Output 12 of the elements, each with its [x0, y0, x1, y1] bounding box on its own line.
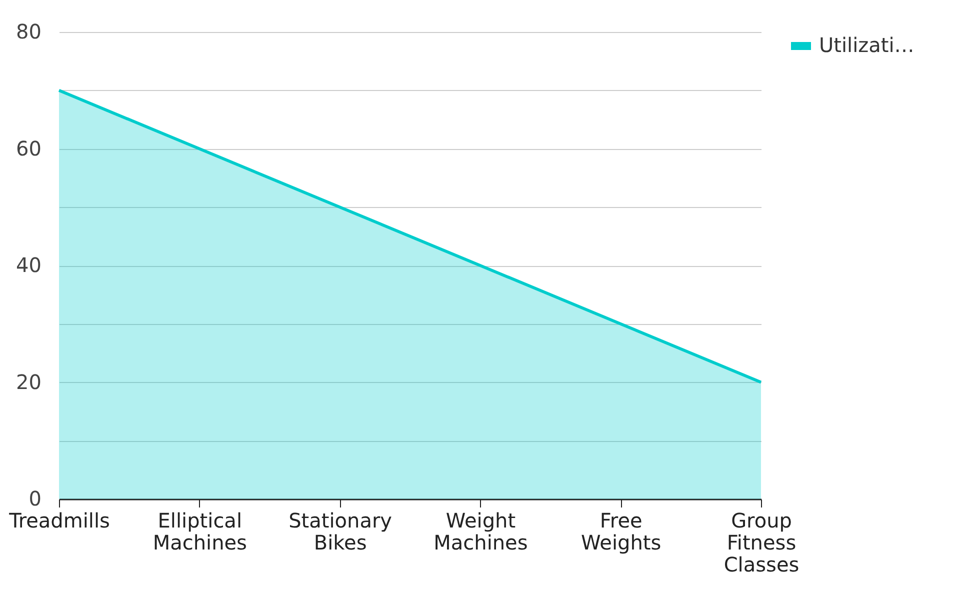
y-tick-label: 0 — [28, 486, 42, 510]
x-tick-label: Elliptical Machines — [152, 508, 247, 554]
x-tick-label: Treadmills — [8, 508, 110, 532]
y-tick-label: 60 — [16, 136, 42, 160]
y-tick-label: 80 — [16, 20, 42, 44]
y-tick-label: 40 — [16, 253, 42, 277]
x-tick-label: Free Weights — [581, 508, 662, 554]
y-tick-label: 20 — [16, 370, 42, 394]
x-tick-label: Weight Machines — [434, 508, 528, 554]
x-tick-label: Stationary Bikes — [288, 508, 392, 554]
x-tick-label: Group Fitness Classes — [724, 508, 800, 576]
legend-label: Utilizati… — [819, 33, 914, 57]
